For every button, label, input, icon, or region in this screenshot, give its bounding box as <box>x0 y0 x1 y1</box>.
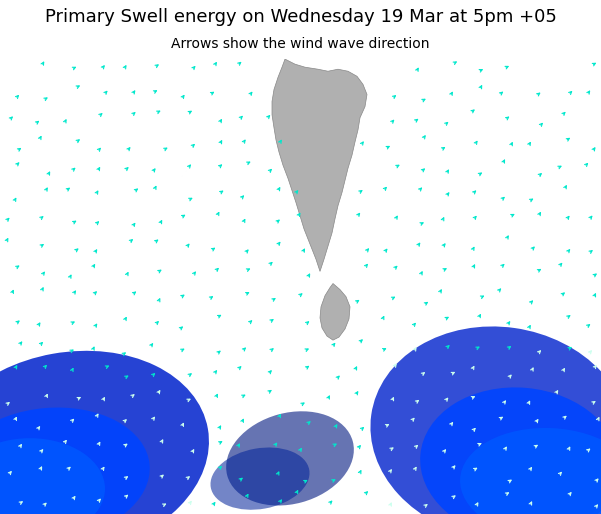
Ellipse shape <box>0 408 150 514</box>
Ellipse shape <box>420 388 601 514</box>
Text: Arrows show the wind wave direction: Arrows show the wind wave direction <box>171 38 430 51</box>
Ellipse shape <box>370 326 601 514</box>
Text: Primary Swell energy on Wednesday 19 Mar at 5pm +05: Primary Swell energy on Wednesday 19 Mar… <box>44 8 557 26</box>
Ellipse shape <box>460 428 601 514</box>
Ellipse shape <box>0 438 105 514</box>
Ellipse shape <box>210 448 310 510</box>
Ellipse shape <box>0 351 209 514</box>
Polygon shape <box>272 59 367 271</box>
Ellipse shape <box>226 411 354 505</box>
Polygon shape <box>320 284 350 340</box>
